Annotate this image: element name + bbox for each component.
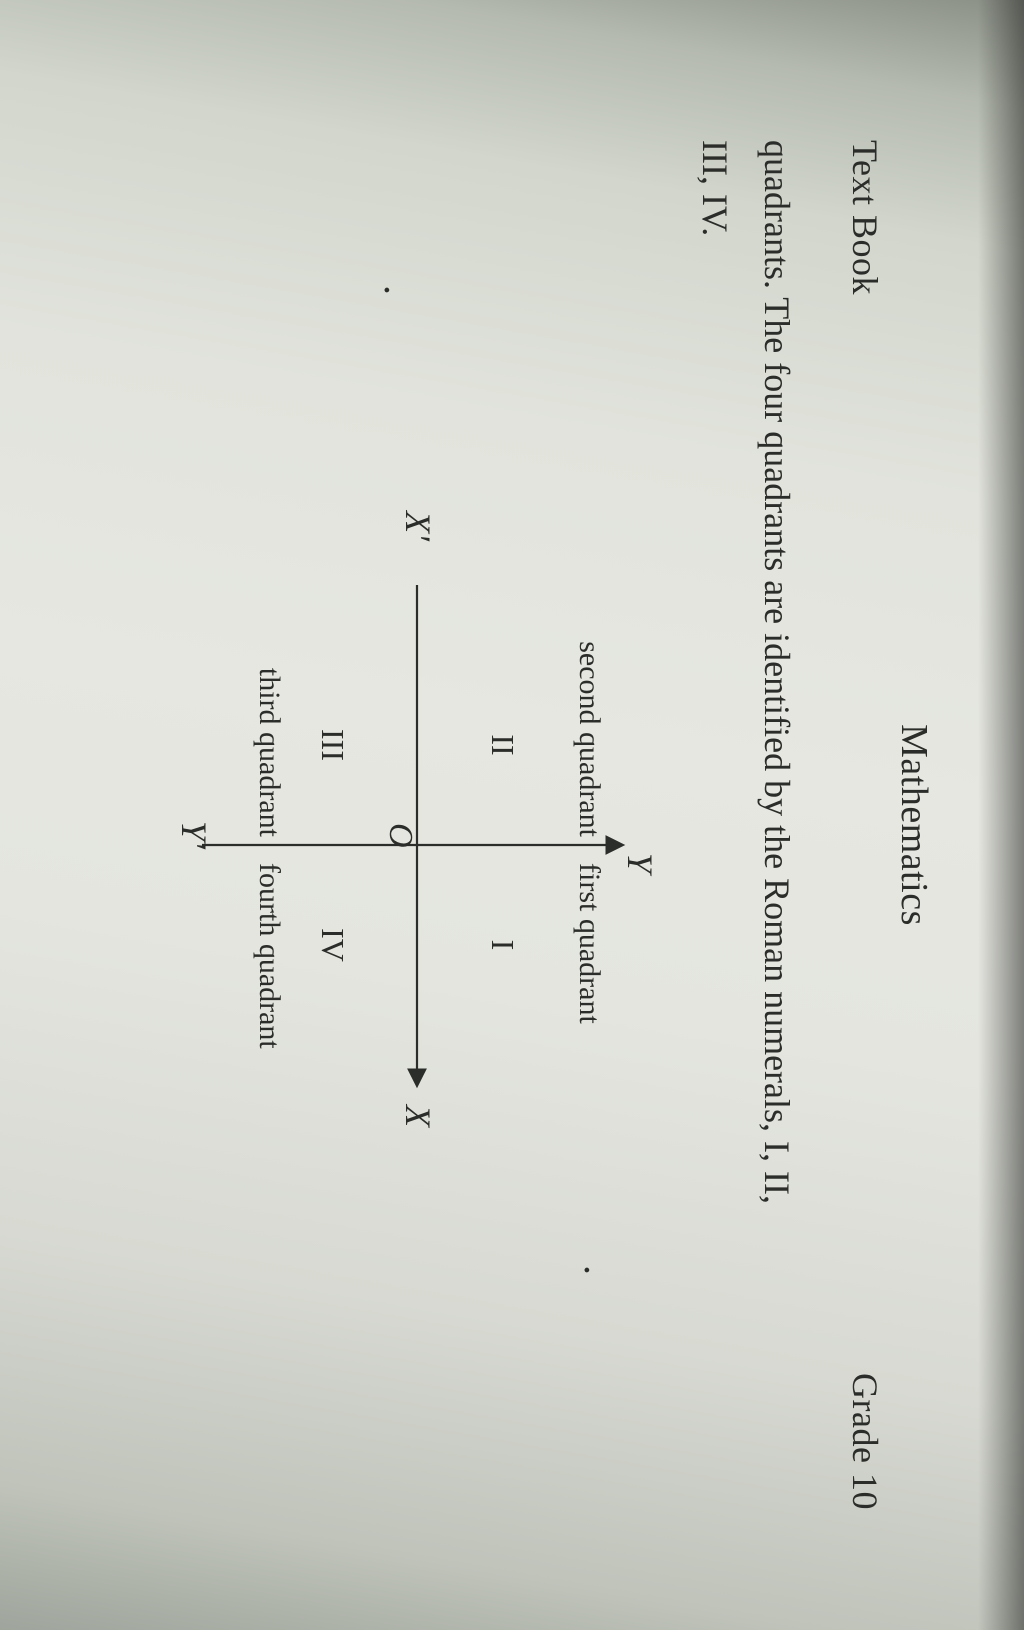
stray-dot-right: .: [575, 1265, 622, 1275]
x-pos-label: X: [398, 1103, 438, 1129]
q1-name: first quadrant: [573, 863, 606, 1024]
y-pos-label: Y: [620, 853, 660, 877]
y-neg-label: Y′: [174, 821, 214, 850]
paragraph-line-2: III, IV.: [686, 140, 742, 1510]
page-sheet: Mathematics Text Book Grade 10 quadrants…: [0, 0, 1024, 1630]
origin-label: O: [382, 823, 419, 848]
header-right: Grade 10: [844, 1373, 886, 1510]
page-header: Mathematics Text Book Grade 10: [892, 140, 936, 1510]
quadrant-diagram: . . X X′: [182, 445, 652, 1205]
header-center: Mathematics: [892, 724, 936, 926]
q2-name: second quadrant: [573, 641, 606, 837]
q2-numeral: II: [485, 734, 521, 755]
q4-name: fourth quadrant: [253, 863, 286, 1049]
q4-numeral: IV: [315, 928, 351, 962]
x-neg-label: X′: [398, 509, 438, 542]
q1-numeral: I: [485, 940, 521, 951]
body-text: quadrants. The four quadrants are identi…: [686, 140, 804, 1510]
paragraph-line-1: quadrants. The four quadrants are identi…: [748, 140, 804, 1510]
stray-dot-left: .: [375, 285, 422, 295]
quadrant-svg: X X′ Y Y′ O second quadrant II first qua…: [182, 445, 652, 1205]
header-left: Text Book: [844, 140, 886, 295]
q3-numeral: III: [315, 729, 351, 761]
q3-name: third quadrant: [253, 668, 286, 838]
